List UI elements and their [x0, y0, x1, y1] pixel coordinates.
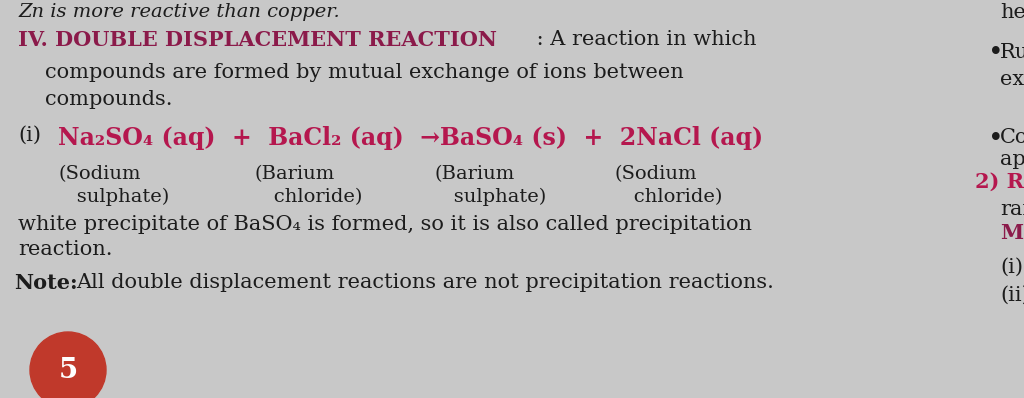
Text: (ii): (ii)	[1000, 286, 1024, 305]
Text: sulphate): sulphate)	[435, 188, 546, 206]
Text: white precipitate of BaSO₄ is formed, so it is also called precipitation: white precipitate of BaSO₄ is formed, so…	[18, 215, 752, 234]
Text: (i): (i)	[18, 126, 41, 145]
Text: exa: exa	[1000, 70, 1024, 89]
Text: hen: hen	[1000, 3, 1024, 22]
Text: •: •	[988, 126, 1004, 151]
Text: 2) Ranci: 2) Ranci	[975, 172, 1024, 192]
Text: Rus: Rus	[1000, 43, 1024, 62]
Text: •: •	[988, 40, 1004, 65]
Text: : A reaction in which: : A reaction in which	[530, 30, 757, 49]
Text: chloride): chloride)	[255, 188, 362, 206]
Text: All double displacement reactions are not precipitation reactions.: All double displacement reactions are no…	[76, 273, 774, 292]
Text: Na₂SO₄ (aq)  +  BaCl₂ (aq)  →BaSO₄ (s)  +  2NaCl (aq): Na₂SO₄ (aq) + BaCl₂ (aq) →BaSO₄ (s) + 2N…	[58, 126, 763, 150]
Text: 5: 5	[58, 357, 78, 384]
Text: (Barium: (Barium	[435, 165, 515, 183]
Text: chloride): chloride)	[615, 188, 722, 206]
Text: compounds.: compounds.	[45, 90, 172, 109]
Text: (i): (i)	[1000, 258, 1023, 277]
Circle shape	[30, 332, 106, 398]
Text: (Sodium: (Sodium	[58, 165, 140, 183]
Text: ap: ap	[1000, 150, 1024, 169]
Text: sulphate): sulphate)	[58, 188, 169, 206]
Text: (Sodium: (Sodium	[615, 165, 697, 183]
Text: reaction.: reaction.	[18, 240, 113, 259]
Text: (Barium: (Barium	[255, 165, 335, 183]
Text: ranci: ranci	[1000, 200, 1024, 219]
Text: Co: Co	[1000, 128, 1024, 147]
Text: Meth: Meth	[1000, 223, 1024, 243]
Text: Zn is more reactive than copper.: Zn is more reactive than copper.	[18, 3, 340, 21]
Text: Note:: Note:	[14, 273, 78, 293]
Text: IV. DOUBLE DISPLACEMENT REACTION: IV. DOUBLE DISPLACEMENT REACTION	[18, 30, 497, 50]
Text: compounds are formed by mutual exchange of ions between: compounds are formed by mutual exchange …	[45, 63, 684, 82]
